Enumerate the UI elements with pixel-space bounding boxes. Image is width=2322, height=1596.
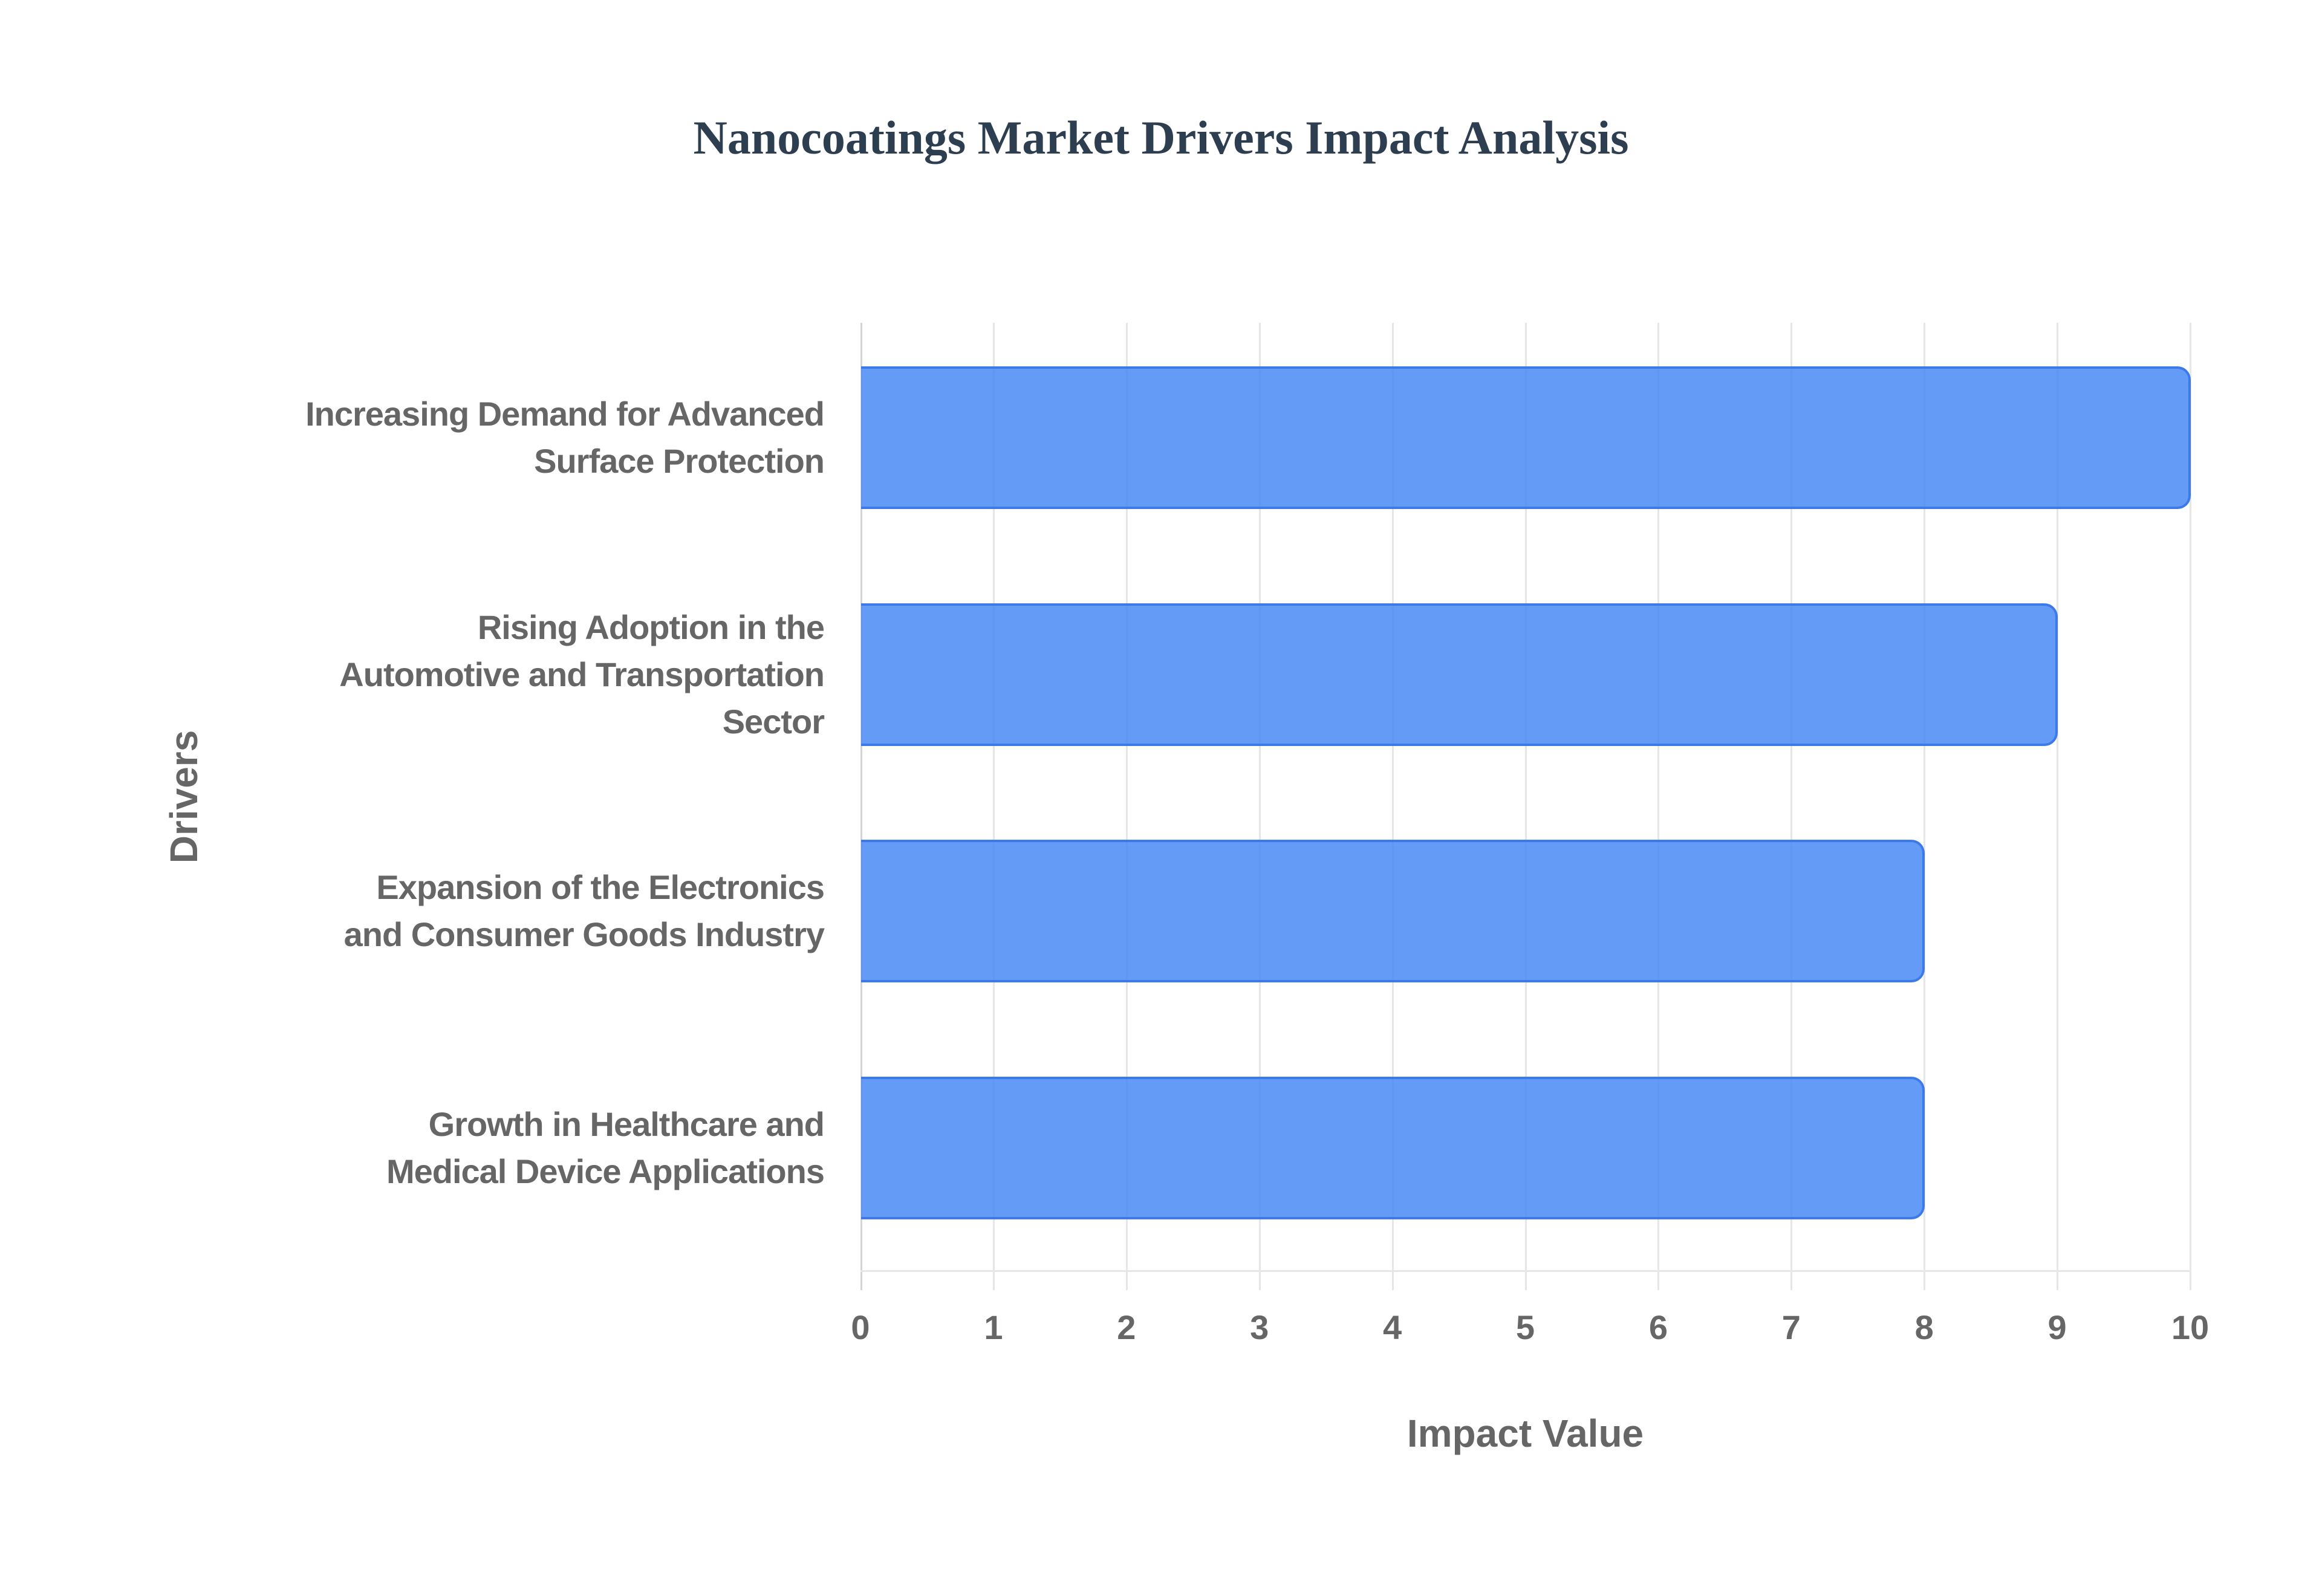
chart-title: Nanocoatings Market Drivers Impact Analy…	[693, 111, 1629, 164]
x-axis-tick-label: 0	[851, 1308, 870, 1346]
x-axis-tick-label: 5	[1515, 1308, 1535, 1346]
x-axis-tick-label: 9	[2047, 1308, 2067, 1346]
gridline	[1524, 323, 1527, 1290]
y-axis-label-line: Expansion of the Electronics	[376, 868, 825, 907]
y-axis-label-line: Automotive and Transportation	[339, 655, 825, 693]
y-axis-label-line: Surface Protection	[534, 441, 825, 480]
bar[interactable]	[861, 1077, 1925, 1220]
x-axis-tick-label: 4	[1383, 1308, 1402, 1346]
bar[interactable]	[861, 366, 2191, 509]
gridline	[2057, 323, 2059, 1290]
y-axis-label-line: Sector	[722, 702, 825, 741]
y-axis-label-line: Medical Device Applications	[386, 1152, 825, 1191]
x-axis-title: Impact Value	[1407, 1412, 1644, 1455]
x-axis-tick-label: 8	[1914, 1308, 1934, 1346]
x-axis-tick-label: 1	[984, 1308, 1003, 1346]
x-axis-tick-label: 3	[1250, 1308, 1269, 1346]
y-axis-label-line: Rising Adoption in the	[477, 608, 825, 646]
y-axis-label: Rising Adoption in the Automotive and Tra…	[220, 604, 825, 745]
gridline	[1790, 323, 1793, 1290]
bar[interactable]	[861, 840, 1925, 983]
y-axis-title: Drivers	[162, 730, 206, 864]
gridline	[1258, 323, 1261, 1290]
y-axis-label: Expansion of the Electronics and Consumer…	[220, 864, 825, 958]
y-axis-line	[860, 323, 862, 1290]
y-axis-label: Growth in Healthcare and Medical Device A…	[220, 1101, 825, 1195]
gridline	[992, 323, 995, 1290]
gridline	[1125, 323, 1128, 1290]
bar[interactable]	[861, 603, 2058, 746]
x-axis-tick-label: 10	[2171, 1308, 2210, 1346]
y-axis-label: Increasing Demand for Advanced Surface Pr…	[220, 391, 825, 485]
y-axis-label-line: Increasing Demand for Advanced	[305, 394, 825, 433]
y-axis-label-line: and Consumer Goods Industry	[343, 915, 825, 954]
gridline	[1657, 323, 1660, 1290]
plot-area	[860, 323, 2191, 1290]
gridline	[1924, 323, 1926, 1290]
x-axis-tick-label: 6	[1648, 1308, 1668, 1346]
x-axis-tick-label: 7	[1781, 1308, 1801, 1346]
y-axis-label-line: Growth in Healthcare and	[428, 1105, 825, 1144]
gridline	[1391, 323, 1394, 1290]
gridline	[2190, 323, 2191, 1290]
x-axis-tick-label: 2	[1117, 1308, 1136, 1346]
